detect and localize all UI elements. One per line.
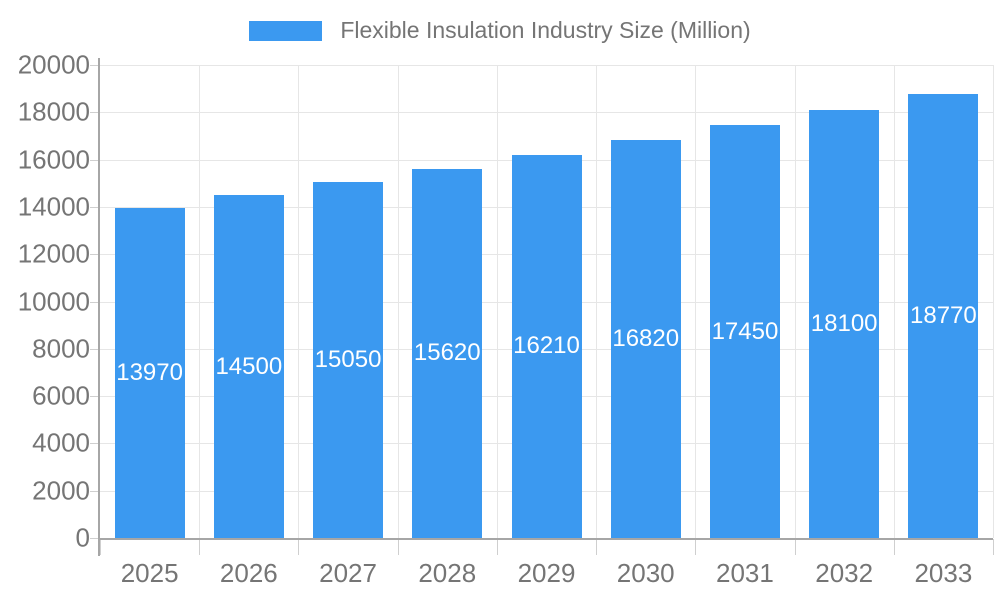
y-axis-label: 6000 xyxy=(32,380,90,411)
y-gridline xyxy=(100,65,993,66)
x-axis-tick xyxy=(794,539,796,555)
bar-2033[interactable]: 18770 xyxy=(908,94,979,538)
bar-2026[interactable]: 14500 xyxy=(213,195,284,538)
x-gridline xyxy=(893,65,895,538)
x-gridline xyxy=(397,65,399,538)
y-axis-label: 18000 xyxy=(17,96,90,127)
y-axis-label: 14000 xyxy=(17,191,90,222)
y-axis-tick xyxy=(90,112,100,114)
y-axis-label: 0 xyxy=(75,522,90,553)
x-axis-tick xyxy=(893,539,895,555)
x-axis-tick xyxy=(199,539,201,555)
bar-2027[interactable]: 15050 xyxy=(313,182,384,538)
y-axis-label: 20000 xyxy=(17,49,90,80)
x-axis-label: 2030 xyxy=(616,558,675,588)
legend-swatch xyxy=(249,20,323,41)
y-axis-tick xyxy=(90,538,100,539)
bar-value-label: 14500 xyxy=(215,352,283,380)
y-axis-label: 8000 xyxy=(32,333,90,364)
y-axis-tick xyxy=(90,490,100,492)
y-axis-label: 12000 xyxy=(17,238,90,269)
y-axis-label: 2000 xyxy=(32,475,90,506)
x-axis-label: 2029 xyxy=(517,558,576,588)
x-axis-label: 2027 xyxy=(319,558,377,588)
bar-2028[interactable]: 15620 xyxy=(412,168,483,538)
bar-2031[interactable]: 17450 xyxy=(709,125,780,538)
bar-value-label: 18770 xyxy=(910,302,977,330)
bar-value-label: 17450 xyxy=(711,317,779,345)
x-axis-line xyxy=(100,538,993,540)
x-axis-tick xyxy=(397,539,399,555)
x-gridline xyxy=(298,65,300,538)
x-axis-tick xyxy=(100,539,101,555)
x-gridline xyxy=(993,65,994,538)
x-gridline xyxy=(199,65,201,538)
y-axis-line xyxy=(98,58,100,556)
y-gridline xyxy=(100,112,993,114)
y-axis-tick xyxy=(90,254,100,256)
x-gridline xyxy=(794,65,796,538)
x-axis-tick xyxy=(993,539,994,555)
x-axis-tick xyxy=(298,539,300,555)
x-axis-label: 2025 xyxy=(120,558,179,588)
bar-value-label: 13970 xyxy=(116,358,183,386)
y-axis-tick xyxy=(90,348,100,350)
y-axis-label: 10000 xyxy=(17,286,90,316)
x-gridline xyxy=(496,65,498,538)
chart-legend[interactable]: Flexible Insulation Industry Size (Milli… xyxy=(0,17,1000,44)
bar-value-label: 15620 xyxy=(413,339,481,367)
bar-2032[interactable]: 18100 xyxy=(809,109,880,538)
bar-value-label: 18100 xyxy=(810,309,878,337)
bar-2030[interactable]: 16820 xyxy=(610,140,681,538)
x-axis-label: 2026 xyxy=(219,558,278,588)
x-axis-tick xyxy=(695,539,697,555)
y-axis-tick xyxy=(90,159,100,161)
y-axis-tick xyxy=(90,443,100,445)
x-gridline xyxy=(596,65,598,538)
x-gridline xyxy=(695,65,697,538)
bar-value-label: 16210 xyxy=(513,332,580,360)
x-axis-label: 2031 xyxy=(716,558,774,588)
x-axis-label: 2028 xyxy=(418,558,477,588)
x-axis-tick xyxy=(496,539,498,555)
y-axis-tick xyxy=(90,396,100,398)
x-axis-label: 2033 xyxy=(914,558,973,588)
y-axis-label: 16000 xyxy=(17,144,90,175)
plot-area: 13970 14500 15050 15620 16210 16820 17450 18100… xyxy=(100,65,994,538)
y-axis-tick xyxy=(90,65,100,66)
bar-value-label: 16820 xyxy=(612,325,680,353)
bar-2029[interactable]: 16210 xyxy=(511,154,582,538)
y-axis-label: 4000 xyxy=(32,427,90,458)
legend-label: Flexible Insulation Industry Size (Milli… xyxy=(340,17,751,43)
x-axis-label: 2032 xyxy=(815,558,874,588)
x-axis-tick xyxy=(596,539,598,555)
bar-2025[interactable]: 13970 xyxy=(114,207,185,538)
y-axis-tick xyxy=(90,301,100,303)
y-axis-tick xyxy=(90,206,100,208)
bar-value-label: 15050 xyxy=(314,346,382,374)
